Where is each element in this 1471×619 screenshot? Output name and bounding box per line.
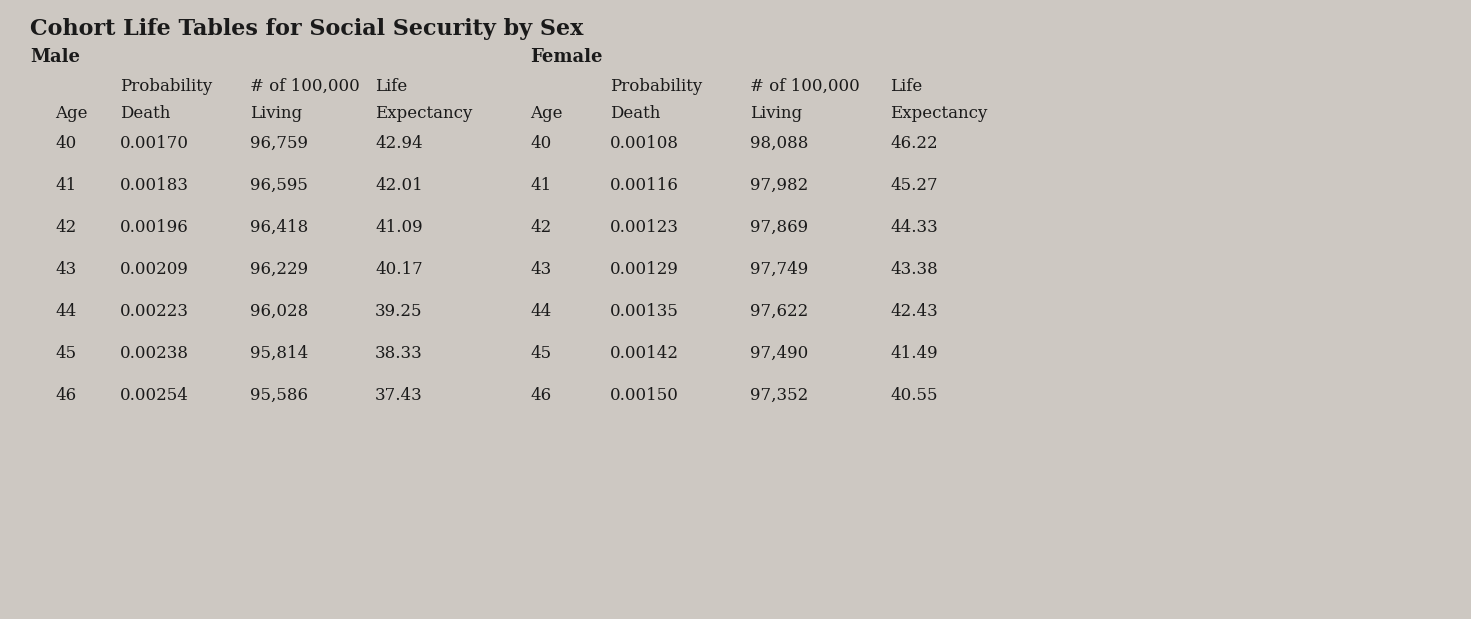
- Text: 0.00170: 0.00170: [121, 135, 188, 152]
- Text: # of 100,000: # of 100,000: [750, 78, 859, 95]
- Text: 97,490: 97,490: [750, 345, 808, 362]
- Text: 41: 41: [54, 177, 76, 194]
- Text: 40: 40: [54, 135, 76, 152]
- Text: 0.00183: 0.00183: [121, 177, 188, 194]
- Text: Female: Female: [530, 48, 603, 66]
- Text: Cohort Life Tables for Social Security by Sex: Cohort Life Tables for Social Security b…: [29, 18, 584, 40]
- Text: 46: 46: [530, 387, 552, 404]
- Text: 0.00223: 0.00223: [121, 303, 188, 320]
- Text: 98,088: 98,088: [750, 135, 809, 152]
- Text: 38.33: 38.33: [375, 345, 422, 362]
- Text: 97,749: 97,749: [750, 261, 808, 278]
- Text: # of 100,000: # of 100,000: [250, 78, 360, 95]
- Text: 40: 40: [530, 135, 552, 152]
- Text: 45.27: 45.27: [890, 177, 937, 194]
- Text: 0.00150: 0.00150: [610, 387, 680, 404]
- Text: 96,595: 96,595: [250, 177, 307, 194]
- Text: 40.55: 40.55: [890, 387, 937, 404]
- Text: Living: Living: [750, 105, 802, 122]
- Text: Probability: Probability: [610, 78, 702, 95]
- Text: 42: 42: [54, 219, 76, 236]
- Text: 44: 44: [54, 303, 76, 320]
- Text: Age: Age: [530, 105, 562, 122]
- Text: 96,418: 96,418: [250, 219, 309, 236]
- Text: 45: 45: [54, 345, 76, 362]
- Text: Death: Death: [610, 105, 660, 122]
- Text: 43.38: 43.38: [890, 261, 937, 278]
- Text: 0.00254: 0.00254: [121, 387, 188, 404]
- Text: 0.00135: 0.00135: [610, 303, 680, 320]
- Text: 45: 45: [530, 345, 552, 362]
- Text: 44: 44: [530, 303, 552, 320]
- Text: 97,869: 97,869: [750, 219, 808, 236]
- Text: 0.00238: 0.00238: [121, 345, 188, 362]
- Text: 39.25: 39.25: [375, 303, 422, 320]
- Text: 0.00142: 0.00142: [610, 345, 680, 362]
- Text: 0.00123: 0.00123: [610, 219, 680, 236]
- Text: 44.33: 44.33: [890, 219, 937, 236]
- Text: Age: Age: [54, 105, 87, 122]
- Text: 41: 41: [530, 177, 552, 194]
- Text: Life: Life: [375, 78, 407, 95]
- Text: Life: Life: [890, 78, 922, 95]
- Text: 41.49: 41.49: [890, 345, 937, 362]
- Text: 40.17: 40.17: [375, 261, 422, 278]
- Text: 43: 43: [530, 261, 552, 278]
- Text: 96,759: 96,759: [250, 135, 307, 152]
- Text: 42: 42: [530, 219, 552, 236]
- Text: Death: Death: [121, 105, 171, 122]
- Text: Expectancy: Expectancy: [890, 105, 987, 122]
- Text: 42.01: 42.01: [375, 177, 422, 194]
- Text: 0.00129: 0.00129: [610, 261, 680, 278]
- Text: 43: 43: [54, 261, 76, 278]
- Text: 95,586: 95,586: [250, 387, 307, 404]
- Text: 42.94: 42.94: [375, 135, 422, 152]
- Text: 96,028: 96,028: [250, 303, 309, 320]
- Text: 0.00196: 0.00196: [121, 219, 188, 236]
- Text: 42.43: 42.43: [890, 303, 937, 320]
- Text: 97,352: 97,352: [750, 387, 808, 404]
- Text: Living: Living: [250, 105, 302, 122]
- Text: Expectancy: Expectancy: [375, 105, 472, 122]
- Text: 0.00209: 0.00209: [121, 261, 188, 278]
- Text: Probability: Probability: [121, 78, 212, 95]
- Text: 46: 46: [54, 387, 76, 404]
- Text: 95,814: 95,814: [250, 345, 309, 362]
- Text: 97,622: 97,622: [750, 303, 808, 320]
- Text: 96,229: 96,229: [250, 261, 307, 278]
- Text: Male: Male: [29, 48, 79, 66]
- Text: 0.00116: 0.00116: [610, 177, 680, 194]
- Text: 37.43: 37.43: [375, 387, 422, 404]
- Text: 0.00108: 0.00108: [610, 135, 680, 152]
- Text: 41.09: 41.09: [375, 219, 422, 236]
- Text: 46.22: 46.22: [890, 135, 937, 152]
- Text: 97,982: 97,982: [750, 177, 808, 194]
